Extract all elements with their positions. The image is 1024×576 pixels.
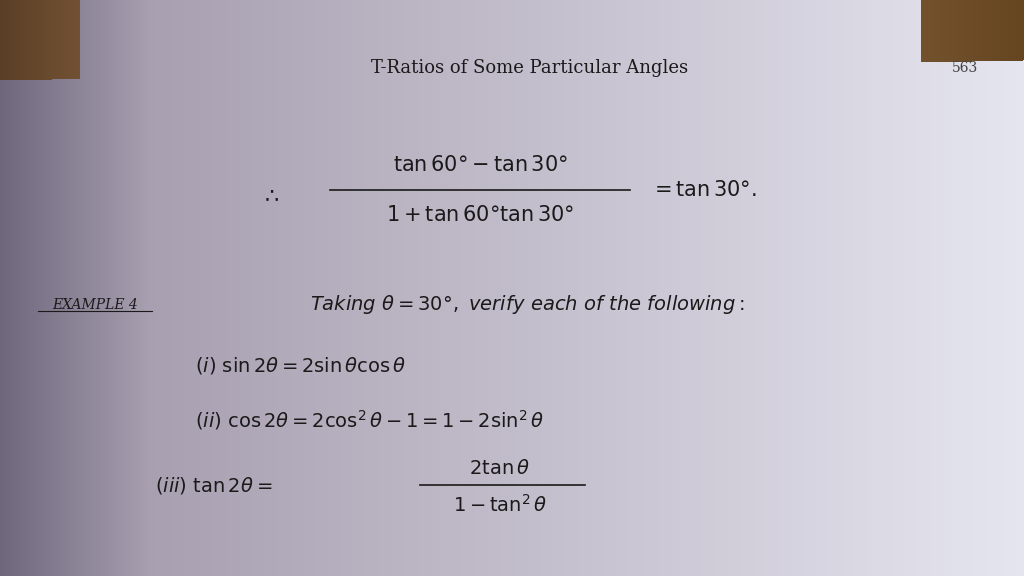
Text: T-Ratios of Some Particular Angles: T-Ratios of Some Particular Angles [372,59,688,77]
Text: $(iii)\ \tan 2\theta =$: $(iii)\ \tan 2\theta =$ [155,475,272,495]
Text: $\tan 60° - \tan 30°$: $\tan 60° - \tan 30°$ [392,155,567,175]
Text: $(ii)\ \cos 2\theta = 2\cos^2\theta - 1 = 1 - 2\sin^2\theta$: $(ii)\ \cos 2\theta = 2\cos^2\theta - 1 … [195,408,545,432]
Text: $1 + \tan 60°\tan 30°$: $1 + \tan 60°\tan 30°$ [386,205,574,225]
Text: $= \tan 30°.$: $= \tan 30°.$ [650,180,757,200]
Text: $Taking\ \theta = 30°,\ verify\ each\ of\ the\ following:$: $Taking\ \theta = 30°,\ verify\ each\ of… [310,294,744,316]
Text: $(i)\ \sin 2\theta = 2\sin\theta\cos\theta$: $(i)\ \sin 2\theta = 2\sin\theta\cos\the… [195,354,407,376]
Text: $2\tan\theta$: $2\tan\theta$ [469,458,530,478]
Text: EXAMPLE 4: EXAMPLE 4 [52,298,138,312]
Text: 563: 563 [952,61,978,75]
Text: $\therefore$: $\therefore$ [260,184,280,206]
Text: $1 - \tan^2\theta$: $1 - \tan^2\theta$ [453,494,547,516]
